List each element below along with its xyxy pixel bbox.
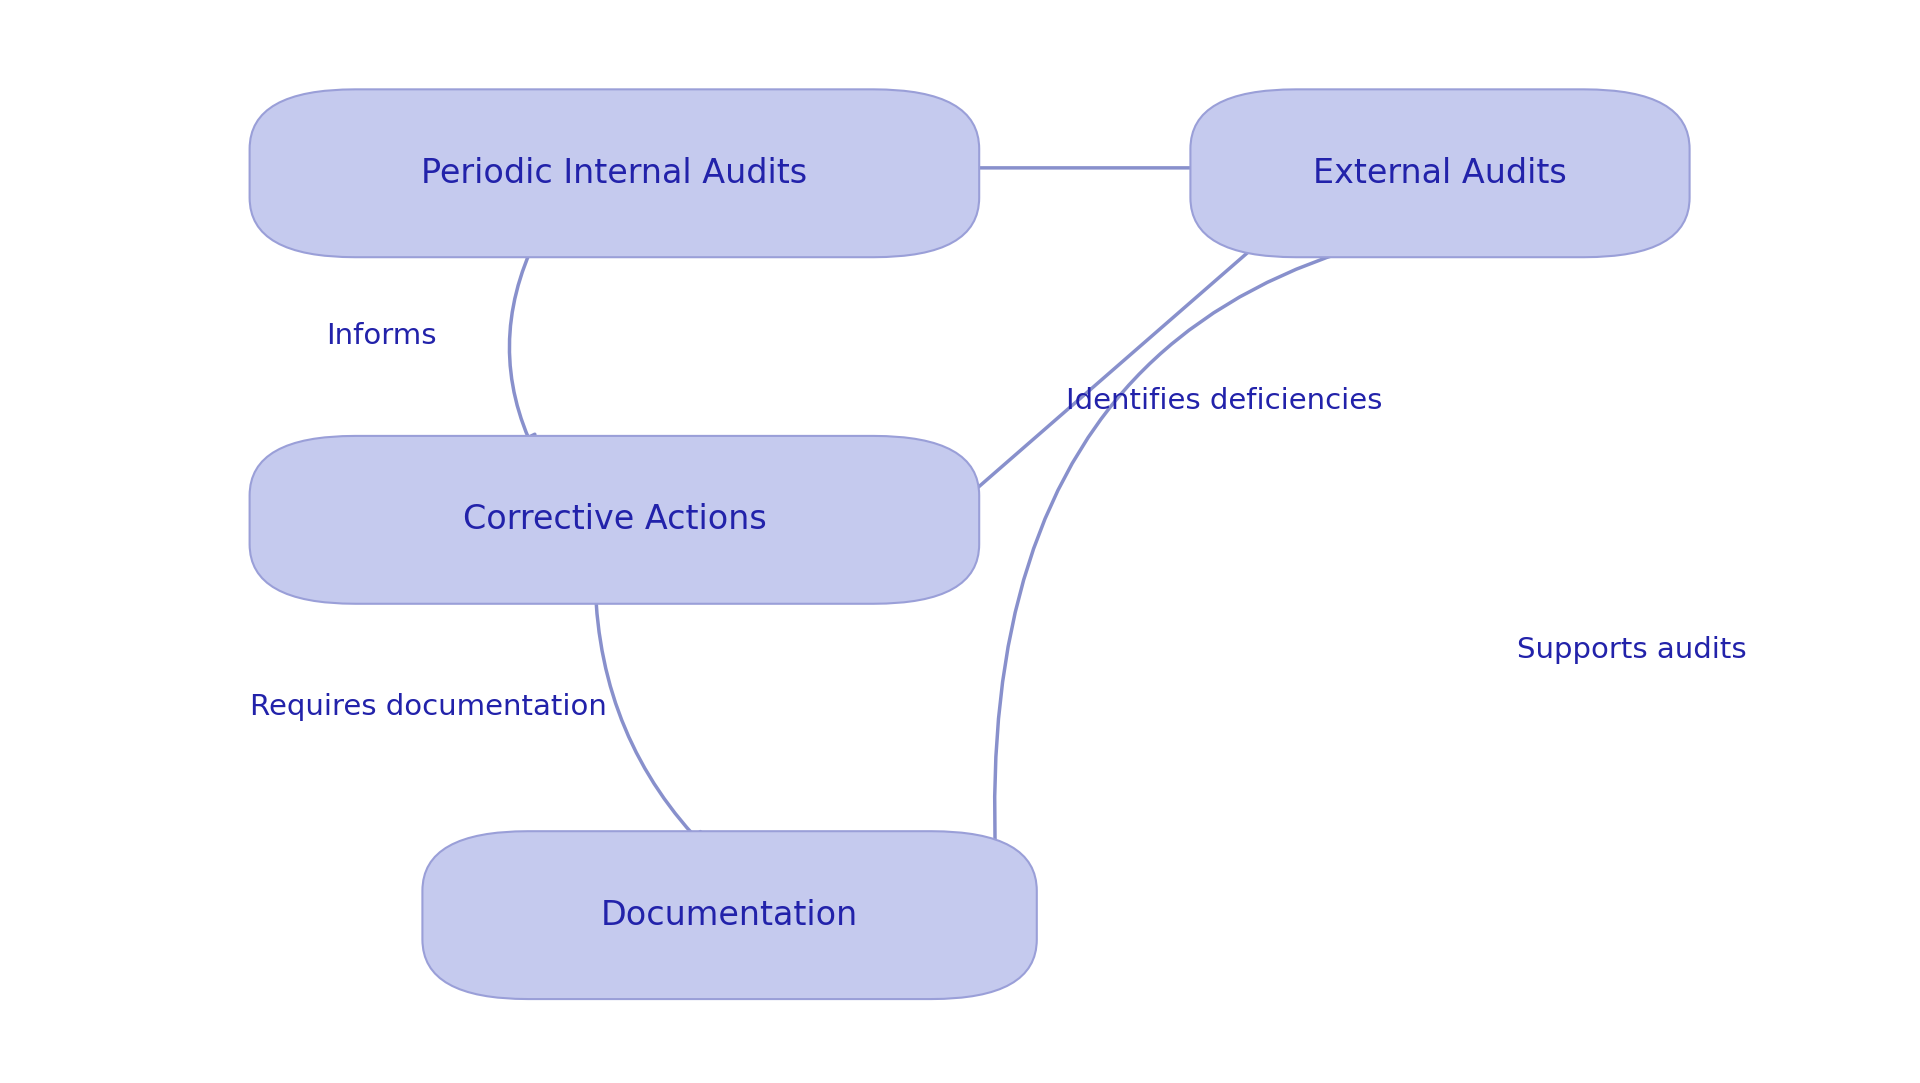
Text: External Audits: External Audits: [1313, 157, 1567, 190]
Text: Documentation: Documentation: [601, 899, 858, 931]
Text: Periodic Internal Audits: Periodic Internal Audits: [420, 157, 808, 190]
FancyBboxPatch shape: [250, 435, 979, 604]
FancyBboxPatch shape: [422, 832, 1037, 999]
FancyBboxPatch shape: [1190, 90, 1690, 258]
Text: Informs: Informs: [326, 322, 438, 350]
Text: Identifies deficiencies: Identifies deficiencies: [1066, 387, 1382, 415]
Text: Supports audits: Supports audits: [1517, 636, 1747, 664]
FancyBboxPatch shape: [250, 90, 979, 258]
Text: Corrective Actions: Corrective Actions: [463, 504, 766, 536]
Text: Requires documentation: Requires documentation: [250, 693, 607, 720]
